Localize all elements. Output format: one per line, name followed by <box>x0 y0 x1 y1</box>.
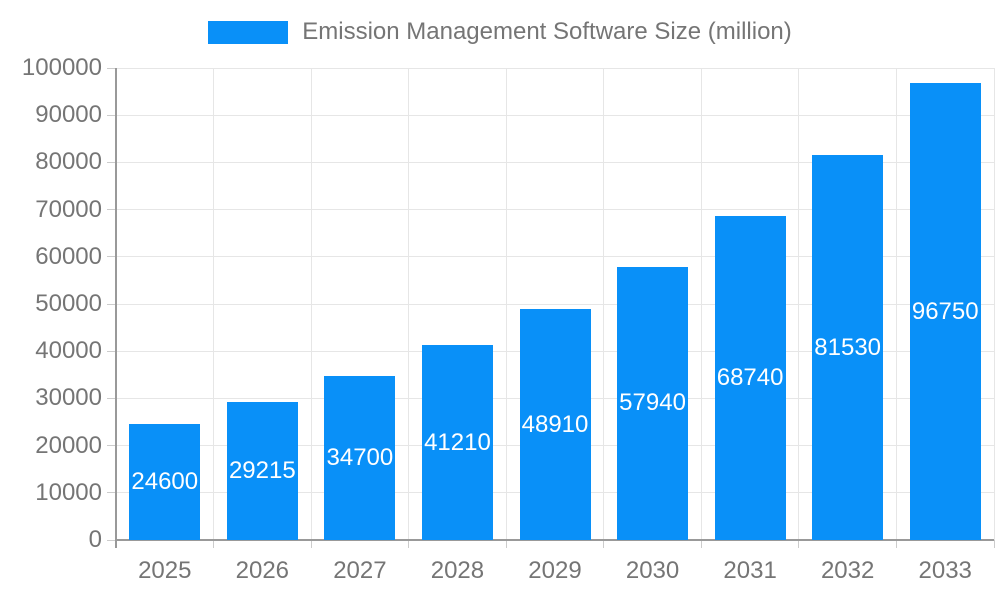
y-axis-tick-label: 0 <box>88 526 102 553</box>
v-gridline <box>213 68 215 540</box>
y-axis-tick <box>107 539 116 541</box>
bar-value-label: 29215 <box>228 457 296 485</box>
bar[interactable]: 29215 <box>226 402 298 540</box>
y-axis-tick-label: 40000 <box>35 337 102 365</box>
x-axis-tick <box>603 540 605 548</box>
y-axis-tick-label: 80000 <box>35 148 102 176</box>
bar[interactable]: 24600 <box>129 423 201 540</box>
chart-legend[interactable]: Emission Management Software Size (milli… <box>0 18 1000 46</box>
x-axis-tick <box>408 540 410 548</box>
v-gridline <box>310 68 312 540</box>
x-axis-tick-label: 2029 <box>528 557 582 584</box>
bar[interactable]: 57940 <box>617 266 689 540</box>
x-axis-tick-label: 2026 <box>235 557 290 584</box>
x-axis-tick-label: 2030 <box>625 557 680 584</box>
x-axis-tick <box>993 540 995 548</box>
v-gridline <box>895 68 897 540</box>
h-gridline <box>116 114 994 116</box>
v-gridline <box>993 68 995 540</box>
h-gridline <box>116 256 994 258</box>
y-axis-tick-label: 30000 <box>35 384 102 412</box>
bar[interactable]: 96750 <box>909 83 981 540</box>
bar-value-label: 34700 <box>326 444 394 472</box>
v-gridline <box>408 68 410 540</box>
y-axis-tick <box>107 161 116 163</box>
h-gridline <box>116 67 994 69</box>
x-axis-tick-label: 2028 <box>430 557 485 584</box>
bar-value-label: 48910 <box>521 410 589 438</box>
y-axis-tick-label: 70000 <box>35 195 102 223</box>
y-axis-tick <box>107 445 116 447</box>
x-axis-tick-label: 2032 <box>820 557 875 584</box>
x-axis-tick-label: 2033 <box>918 557 972 584</box>
x-axis-line <box>116 539 994 541</box>
bar[interactable]: 41210 <box>421 345 493 540</box>
y-axis-line <box>115 68 117 548</box>
y-axis-tick-label: 100000 <box>21 54 102 81</box>
legend-label[interactable]: Emission Management Software Size (milli… <box>302 18 792 45</box>
x-axis-tick <box>505 540 507 548</box>
bar-value-label: 81530 <box>814 333 882 361</box>
y-axis-tick <box>107 350 116 352</box>
y-axis-tick <box>107 492 116 494</box>
x-axis-tick <box>700 540 702 548</box>
legend-swatch[interactable] <box>208 20 289 44</box>
v-gridline <box>603 68 605 540</box>
h-gridline <box>116 161 994 163</box>
v-gridline <box>505 68 507 540</box>
y-axis-tick <box>107 209 116 211</box>
y-axis-tick <box>107 114 116 116</box>
y-axis-tick-label: 10000 <box>35 478 102 506</box>
bar-value-label: 24600 <box>131 467 199 495</box>
v-gridline <box>700 68 702 540</box>
y-axis-tick <box>107 67 116 69</box>
bar-value-label: 57940 <box>619 389 686 417</box>
y-axis-tick <box>107 397 116 399</box>
y-axis-tick-label: 90000 <box>35 101 102 129</box>
bar-value-label: 68740 <box>716 363 784 391</box>
y-axis-tick <box>107 303 116 305</box>
y-axis-tick-label: 60000 <box>35 242 102 270</box>
bar[interactable]: 48910 <box>519 309 591 540</box>
y-axis-tick-label: 20000 <box>35 431 102 459</box>
bar-value-label: 41210 <box>424 428 491 456</box>
h-gridline <box>116 303 994 305</box>
y-axis-tick-label: 50000 <box>35 290 102 317</box>
bar[interactable]: 68740 <box>714 215 786 540</box>
x-axis-tick <box>798 540 800 548</box>
x-axis-tick-label: 2027 <box>333 557 387 584</box>
h-gridline <box>116 209 994 211</box>
x-axis-tick-label: 2031 <box>723 557 777 584</box>
y-axis-tick <box>107 256 116 258</box>
bar[interactable]: 81530 <box>812 155 884 540</box>
x-axis-tick <box>213 540 215 548</box>
x-axis-tick-label: 2025 <box>138 557 192 584</box>
v-gridline <box>798 68 800 540</box>
x-axis-tick <box>895 540 897 548</box>
bar-value-label: 96750 <box>911 297 979 325</box>
x-axis-tick <box>310 540 312 548</box>
bar[interactable]: 34700 <box>324 376 396 540</box>
